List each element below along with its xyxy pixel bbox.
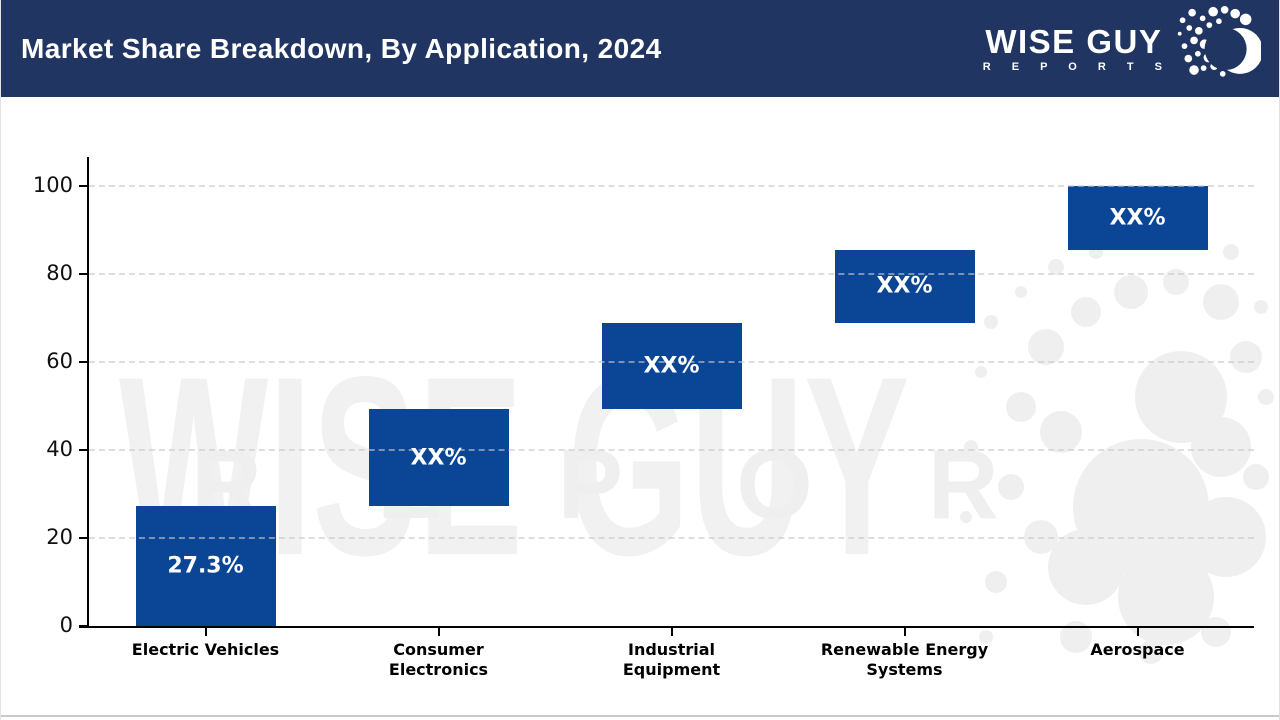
gridline [89, 361, 1254, 364]
bar-value-label: XX% [643, 353, 700, 379]
page-title: Market Share Breakdown, By Application, … [21, 32, 662, 64]
y-axis-spine [87, 157, 89, 628]
x-tick-mark [670, 628, 673, 636]
wiseguy-logo: WISE GUY R E P O R T S [977, 5, 1261, 93]
y-tick-mark [79, 185, 87, 188]
bar-value-label: XX% [876, 273, 933, 299]
y-tick-label: 20 [46, 525, 73, 550]
x-category-label-consumer-electronics: Consumer Electronics [324, 640, 554, 680]
bar-value-label: XX% [1109, 205, 1166, 231]
y-tick-mark [79, 537, 87, 540]
y-tick-label: 80 [46, 261, 73, 286]
y-tick-mark [79, 625, 87, 627]
y-tick-mark [79, 361, 87, 364]
bar-value-label: 27.3% [167, 553, 244, 579]
footer-divider [1, 715, 1279, 717]
x-category-label-line: Systems [866, 660, 943, 679]
gridline [89, 185, 1254, 188]
y-tick-label: 0 [59, 613, 73, 637]
bar-consumer-electronics [368, 409, 509, 506]
x-category-label-line: Aerospace [1090, 640, 1185, 659]
y-tick-mark [79, 449, 87, 452]
y-tick-label: 100 [32, 173, 73, 198]
y-tick-mark [79, 273, 87, 276]
x-category-label-aerospace: Aerospace [1023, 640, 1253, 660]
x-category-label-line: Renewable Energy [820, 640, 989, 659]
bar-electric-vehicles [135, 505, 276, 626]
bar-industrial-equipment [601, 322, 742, 410]
dot-face-icon [1177, 5, 1261, 77]
x-tick-mark [1136, 628, 1139, 636]
x-category-label-renewable-energy-systems: Renewable Energy Systems [790, 640, 1020, 680]
y-tick-label: 60 [46, 349, 73, 374]
logo-wordmark: WISE GUY [985, 22, 1163, 60]
logo-text: WISE GUY R E P O R T S [977, 25, 1171, 73]
bar-renewable-energy-systems [834, 250, 975, 323]
x-category-label-line: Industrial [627, 640, 715, 659]
x-category-label-electric-vehicles: Electric Vehicles [91, 640, 321, 660]
x-category-label-industrial-equipment: Industrial Equipment [557, 640, 787, 680]
x-category-label-line: Equipment [622, 660, 721, 679]
x-category-label-line: Electronics [388, 660, 489, 679]
watermark-dot-face-icon [960, 230, 1274, 664]
x-axis-spine [79, 626, 1254, 628]
logo-subtitle: R E P O R T S [982, 60, 1171, 73]
x-category-label-line: Consumer [393, 640, 484, 659]
x-category-label-line: Electric Vehicles [131, 640, 280, 659]
chart-region: WISE GUY R E P O R T S 0 20 40 60 80 100 27.3%… [1, 97, 1279, 717]
x-tick-mark [204, 628, 207, 636]
gridline [89, 537, 1254, 540]
bar-value-label: XX% [410, 445, 467, 471]
y-tick-label: 40 [46, 437, 73, 462]
x-tick-mark [437, 628, 440, 636]
header: Market Share Breakdown, By Application, … [1, 0, 1279, 97]
gridline [89, 273, 1254, 276]
gridline [89, 449, 1254, 452]
x-tick-mark [903, 628, 906, 636]
